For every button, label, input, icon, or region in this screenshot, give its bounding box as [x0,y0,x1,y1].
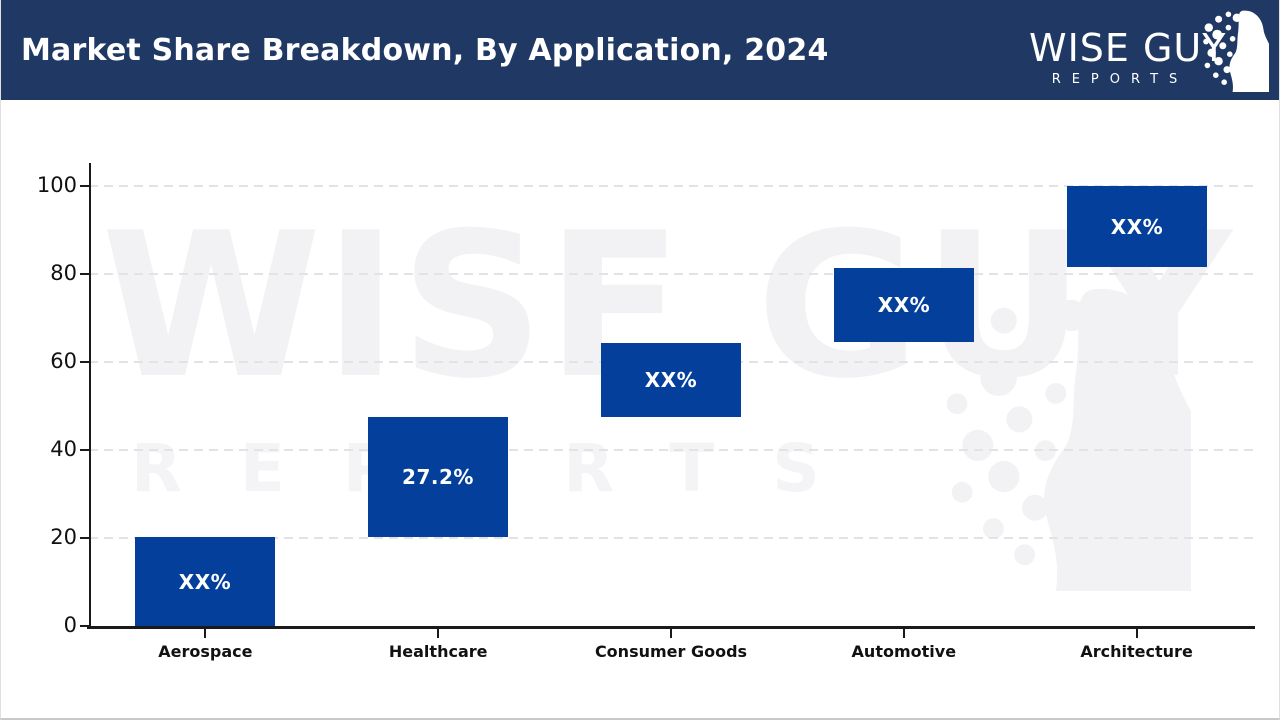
y-tick-label: 0 [63,613,77,637]
logo-text: WISE GUY REPORTS [1029,26,1227,87]
y-axis [89,163,91,628]
y-tick-mark [80,185,89,187]
category-label-architecture: Architecture [1080,642,1193,661]
x-tick-mark [670,629,672,638]
bar-healthcare: 27.2% [368,417,508,537]
bar-automotive: XX% [834,268,974,342]
y-tick-label: 100 [36,173,77,197]
y-tick-mark [80,537,89,539]
bar-aerospace: XX% [135,537,275,626]
bar-label-healthcare: 27.2% [402,465,474,489]
header-band: Market Share Breakdown, By Application, … [1,0,1279,100]
bar-label-consumer-goods: XX% [644,368,698,392]
bar-consumer-goods: XX% [601,343,741,417]
category-label-consumer-goods: Consumer Goods [594,642,748,661]
head-profile-icon [1203,10,1269,92]
watermark-head-icon [946,288,1191,591]
x-tick-mark [1136,629,1138,638]
y-tick-label: 20 [50,525,77,549]
y-tick-mark [80,361,89,363]
y-tick-mark [80,625,89,627]
bar-label-architecture: XX% [1110,214,1164,239]
category-label-automotive: Automotive [851,642,957,661]
logo-subtitle: REPORTS [1051,72,1189,87]
bar-label-aerospace: XX% [178,569,232,594]
x-tick-mark [437,629,439,638]
gridline-100 [89,185,1253,187]
bar-architecture: XX% [1067,186,1207,267]
x-tick-mark [204,629,206,638]
category-label-aerospace: Aerospace [158,642,253,661]
x-tick-mark [903,629,905,638]
gridline-20 [89,537,1253,539]
y-tick-label: 40 [50,437,77,461]
gridline-40 [89,449,1253,451]
y-tick-label: 80 [50,261,77,285]
x-axis [87,626,1255,629]
y-tick-mark [80,449,89,451]
bar-label-automotive: XX% [877,293,931,317]
page-title: Market Share Breakdown, By Application, … [21,32,829,68]
logo-wordmark: WISE GUY [1029,26,1227,70]
category-label-healthcare: Healthcare [388,642,488,661]
y-tick-mark [80,273,89,275]
gridline-80 [89,273,1253,275]
wiseguy-logo: WISE GUY REPORTS [1029,4,1269,96]
y-tick-label: 60 [50,349,77,373]
chart-area: WISE GUY REPORTS 020406080100XX%Aerospac… [1,100,1279,718]
